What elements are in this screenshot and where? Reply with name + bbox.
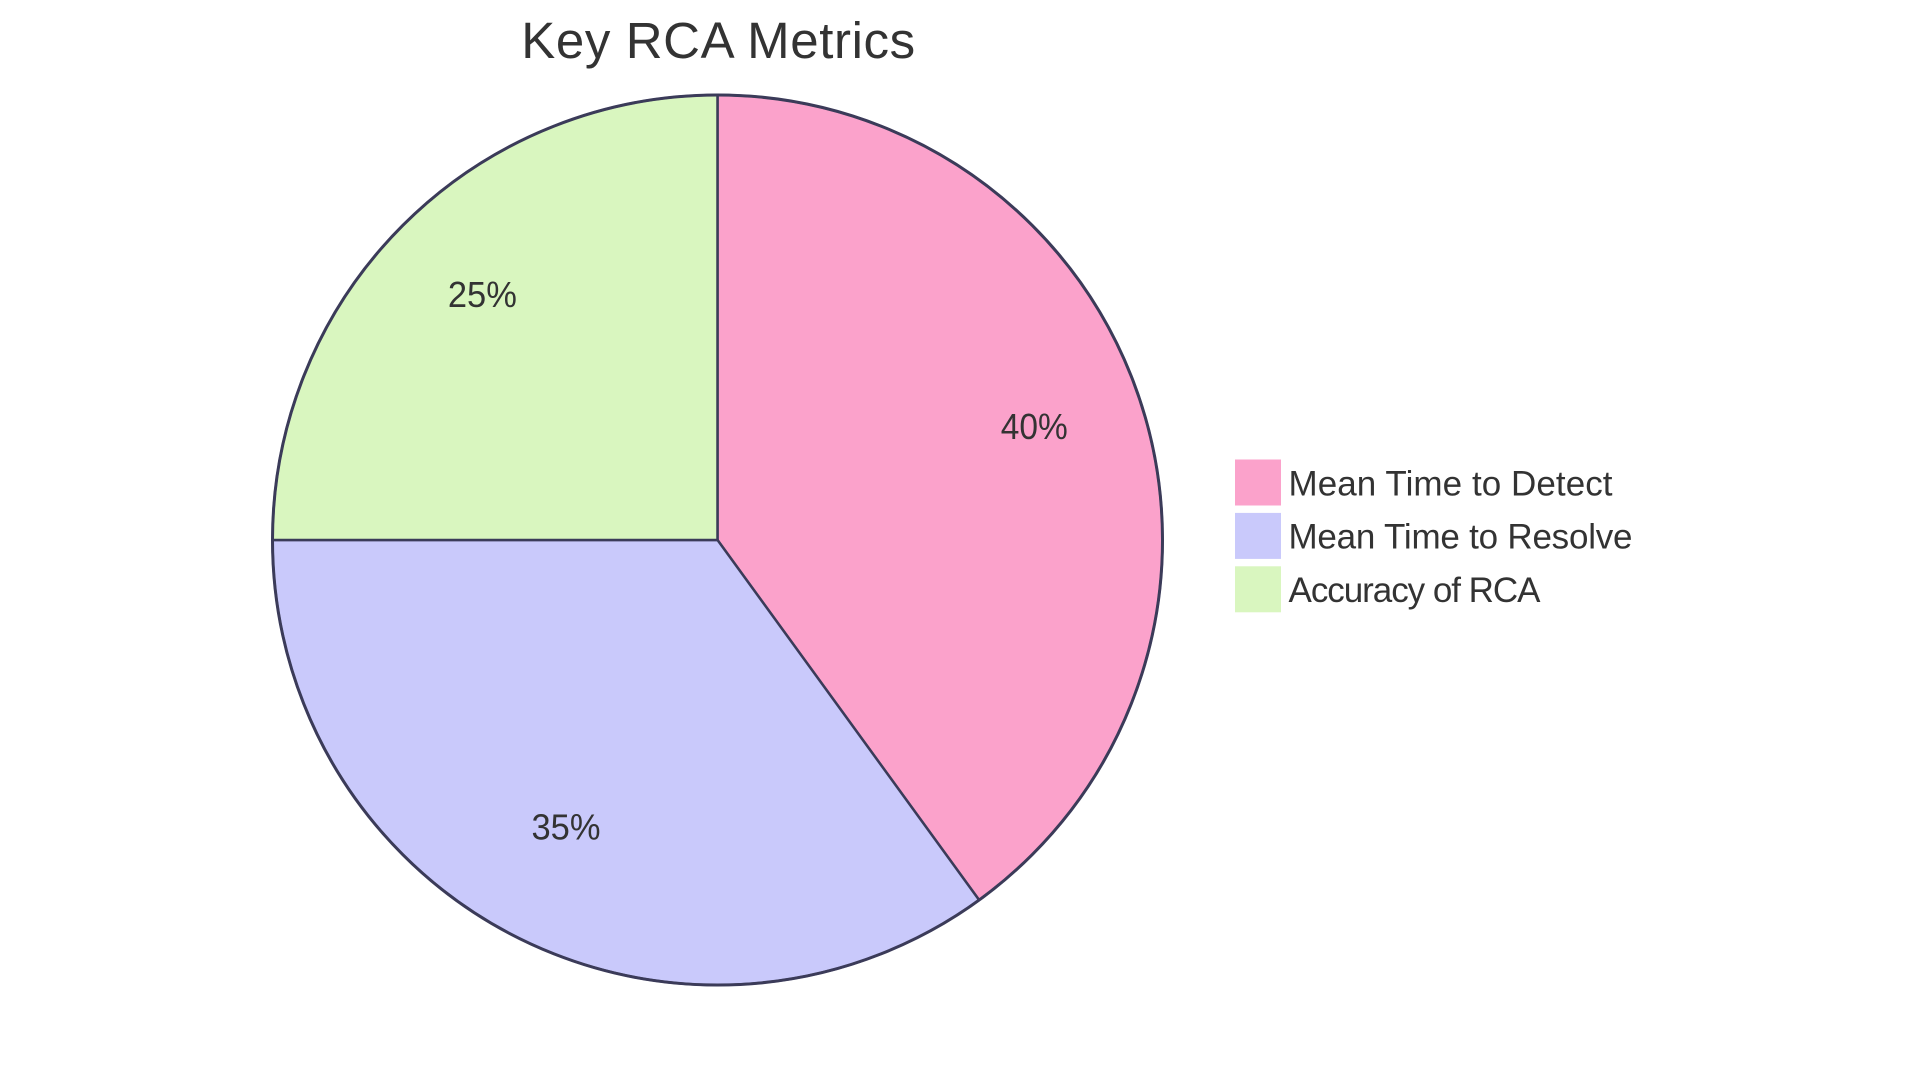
svg-text:35%: 35% (532, 807, 601, 848)
svg-text:Mean Time to Detect: Mean Time to Detect (1289, 464, 1613, 503)
svg-text:40%: 40% (1001, 406, 1068, 447)
svg-text:25%: 25% (448, 274, 517, 315)
svg-text:Accuracy of RCA: Accuracy of RCA (1289, 571, 1542, 610)
svg-text:Key RCA Metrics: Key RCA Metrics (521, 12, 915, 69)
svg-text:Mean Time to Resolve: Mean Time to Resolve (1289, 518, 1633, 557)
